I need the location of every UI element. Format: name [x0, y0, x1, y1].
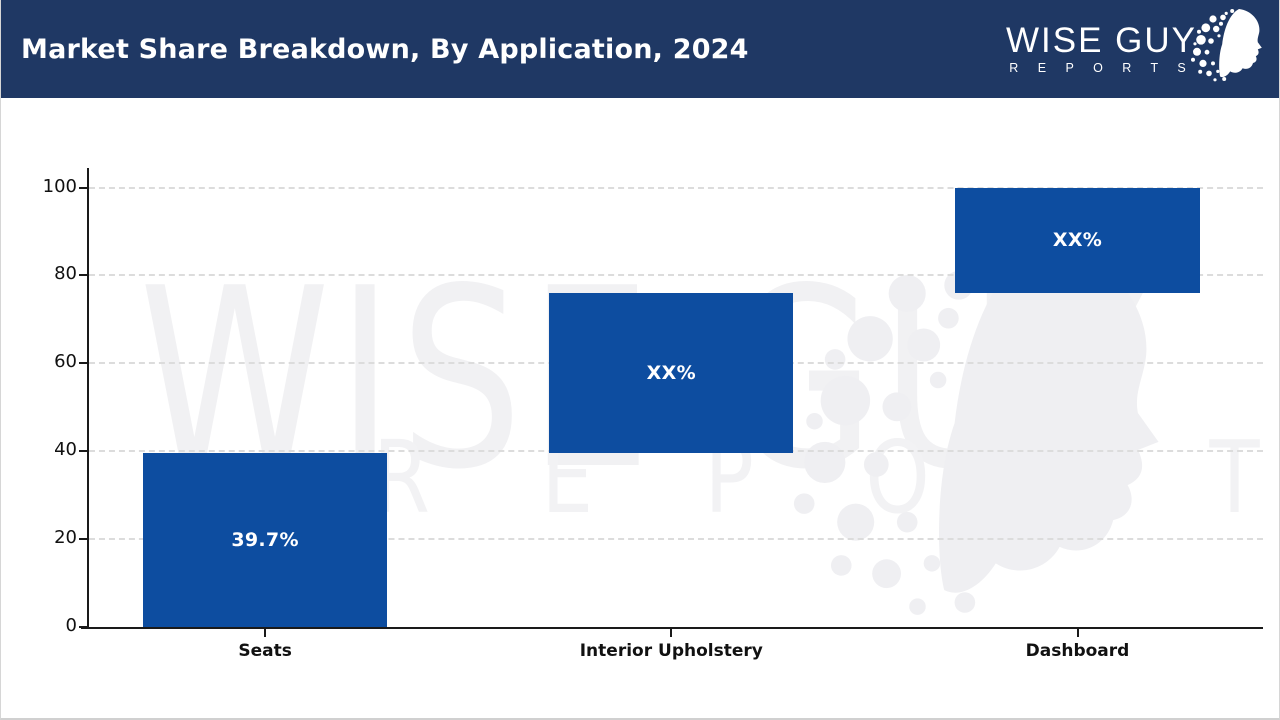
y-tick-label: 40: [54, 439, 77, 461]
y-tick-label: 60: [54, 351, 77, 373]
y-tick-mark: [79, 538, 88, 541]
gridline: [89, 186, 1263, 189]
gridline: [89, 274, 1263, 277]
y-tick-mark: [79, 186, 88, 189]
x-tick-label: Interior Upholstery: [579, 641, 763, 661]
chart-area: WISE GUY R E P O R T S 39.7%XX%XX% 02040…: [1, 98, 1279, 718]
wiseguy-logo: WISE GUY R E P O R T S: [1006, 6, 1267, 92]
bar-value-label: XX%: [646, 361, 696, 384]
logo-subtitle: R E P O R T S: [1009, 61, 1194, 76]
logo-text: WISE GUY R E P O R T S: [1005, 20, 1197, 76]
wiseguy-head-icon: [1191, 9, 1262, 82]
bar-value-label: 39.7%: [231, 528, 299, 551]
y-tick-label: 20: [54, 527, 77, 549]
y-tick-label: 100: [42, 175, 77, 197]
bar-segment: XX%: [549, 293, 794, 453]
x-axis-line: [81, 627, 1263, 629]
y-tick-mark: [79, 450, 88, 453]
bar-segment: XX%: [955, 187, 1200, 294]
y-tick-mark: [79, 274, 88, 277]
x-tick-label: Dashboard: [1025, 641, 1130, 661]
x-tick-label: Seats: [238, 641, 292, 661]
header-banner: Market Share Breakdown, By Application, …: [1, 0, 1279, 98]
x-tick-mark: [1076, 629, 1079, 637]
plot-area: 39.7% XX% XX%: [81, 168, 1263, 629]
logo-wordmark: WISE GUY: [1005, 20, 1197, 60]
bar-segment: 39.7%: [143, 452, 388, 627]
y-tick-label: 80: [54, 263, 77, 285]
bar-value-label: XX%: [1052, 229, 1103, 252]
x-tick-mark: [670, 629, 673, 637]
gridline: [89, 538, 1263, 541]
y-tick-mark: [79, 362, 88, 365]
x-tick-mark: [264, 629, 267, 637]
y-axis-line: [87, 168, 89, 629]
y-tick-label: 0: [65, 615, 77, 636]
page-title: Market Share Breakdown, By Application, …: [21, 33, 749, 65]
